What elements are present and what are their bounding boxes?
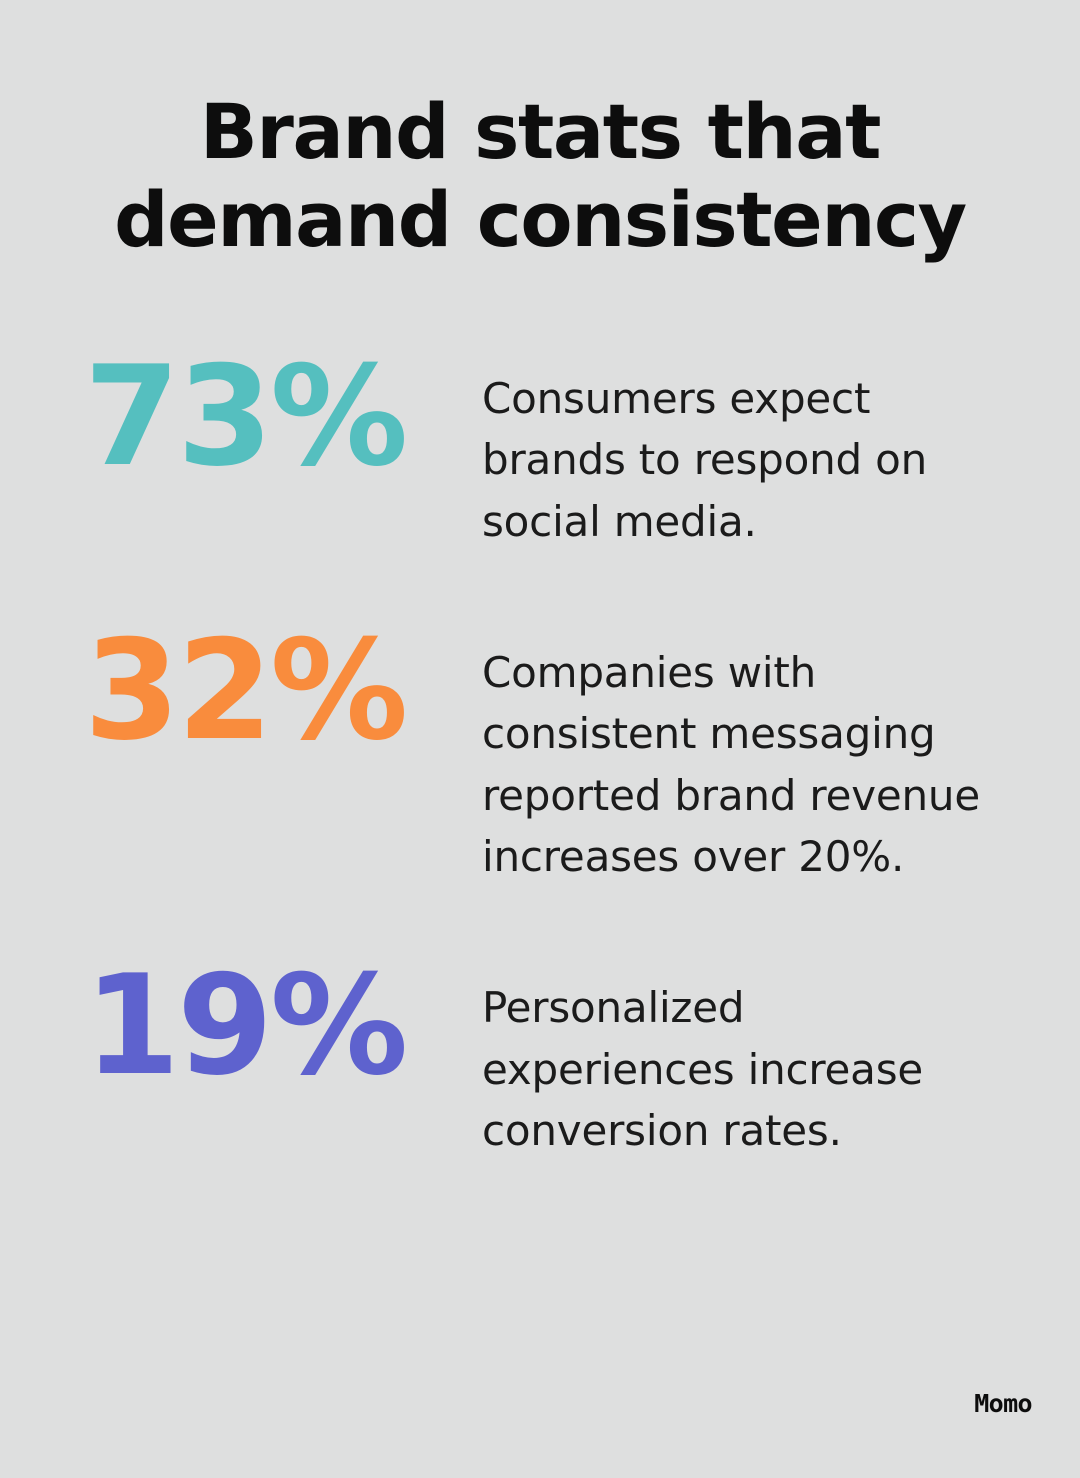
stat-row: 32% Companies with consistent messaging … [84, 621, 1002, 887]
stat-description-2: Companies with consistent messaging repo… [482, 647, 980, 881]
brand-logo: Momo [974, 1389, 1032, 1418]
stat-value-1: 73% [84, 336, 408, 497]
stat-description-3: Personalized experiences increase conver… [482, 983, 924, 1155]
page-title: Brand stats that demand consistency [114, 87, 967, 265]
stats-list: 73% Consumers expect brands to respond o… [0, 348, 1080, 1161]
stat-value-2: 32% [84, 609, 408, 771]
stat-value-3: 19% [84, 945, 408, 1107]
title-area: Brand stats that demand consistency [0, 87, 1080, 265]
stat-row: 73% Consumers expect brands to respond o… [84, 348, 1002, 552]
stat-row: 19% Personalized experiences increase co… [84, 957, 1002, 1161]
stat-description-1: Consumers expect brands to respond on so… [482, 374, 928, 546]
